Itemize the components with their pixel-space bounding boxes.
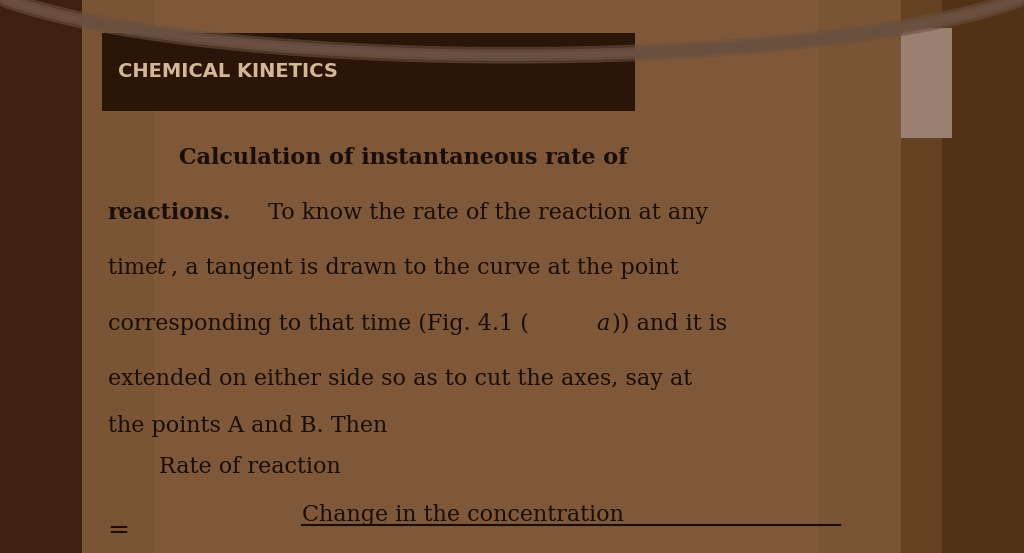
Bar [901, 0, 1024, 553]
Text: Rate of reaction: Rate of reaction [159, 456, 340, 478]
Text: , a tangent is drawn to the curve at the point: , a tangent is drawn to the curve at the… [171, 257, 679, 279]
Text: a: a [596, 312, 609, 335]
Text: time: time [108, 257, 165, 279]
Text: CHEMICAL KINETICS: CHEMICAL KINETICS [118, 62, 338, 81]
Bar [82, 0, 942, 553]
Text: Change in the concentration: Change in the concentration [302, 504, 624, 526]
Text: the points A and B. Then: the points A and B. Then [108, 415, 387, 437]
Text: =: = [108, 518, 129, 544]
Text: reactions.: reactions. [108, 202, 230, 224]
Text: To know the rate of the reaction at any: To know the rate of the reaction at any [261, 202, 709, 224]
Bar [901, 28, 952, 138]
Bar [102, 33, 635, 111]
Text: )) and it is: )) and it is [612, 312, 727, 335]
Text: Calculation of instantaneous rate of: Calculation of instantaneous rate of [179, 147, 628, 169]
Text: t: t [157, 257, 166, 279]
Text: corresponding to that time (Fig. 4.1 (: corresponding to that time (Fig. 4.1 ( [108, 312, 528, 335]
Text: extended on either side so as to cut the axes, say at: extended on either side so as to cut the… [108, 368, 692, 390]
Bar [154, 0, 819, 553]
